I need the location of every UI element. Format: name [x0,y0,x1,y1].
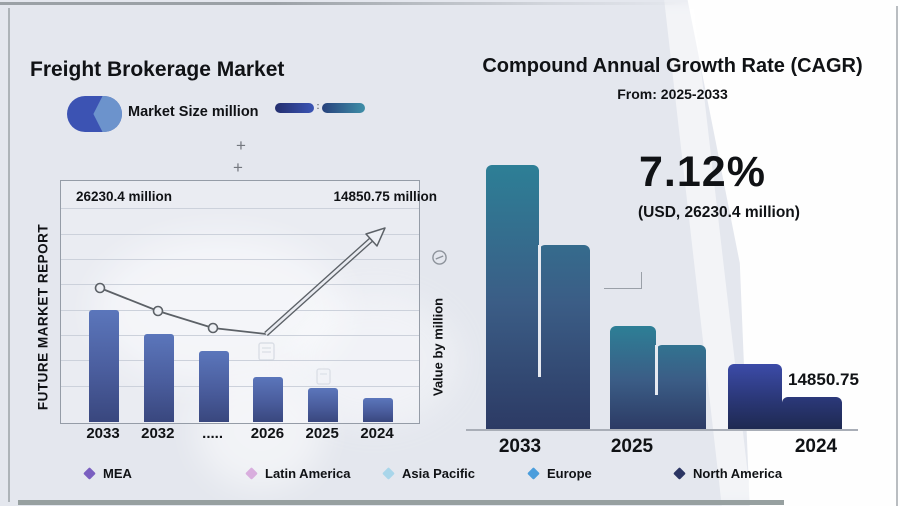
left-xlabel-2024: 2024 [360,425,394,442]
market-size-chart-panel: 26230.4 million 14850.75 million [60,180,437,424]
bar-pair-notch [654,345,658,395]
right-chart-subtitle: From: 2025-2033 [617,86,728,102]
minus-circle-icon [432,250,447,265]
legend-diamond-icon [673,467,686,480]
trend-marker [94,282,106,294]
right-bar-2025-2 [656,345,706,430]
legend-item-mea: MEA [83,466,132,481]
left-xlabel-2026: 2026 [250,425,285,442]
ratio-pill-teal [322,103,365,113]
value-label-2033: 26230.4 million [76,189,173,204]
legend-diamond-icon [245,467,258,480]
right-xlabel-2025: 2025 [610,436,654,457]
y-axis-label: Value by million [430,297,446,397]
step-line-decoration [604,272,642,289]
right-xlabel-2024: 2024 [794,436,838,457]
left-x-axis-labels: 2033 2032..... 2026 2025 2024 [86,425,418,445]
cagr-value: 7.12% [639,148,766,196]
gridline [61,386,419,387]
frame-bottom-line [18,500,784,505]
trend-overlay [94,227,386,337]
end-value-label: 14850.75 [788,370,859,389]
value-label-2024: 14850.75 million [333,189,437,204]
right-bar-2024-2 [782,397,842,430]
legend-label: Latin America [265,466,351,481]
left-bar-2026 [253,376,284,422]
gridline [61,335,419,336]
legend-diamond-icon [527,467,540,480]
plus-decoration: + [233,158,243,177]
left-xlabel-2032: 2032 [141,425,175,442]
right-bar-2024-1 [728,364,782,430]
left-xlabel-2033: 2033 [86,425,120,442]
legend-item-north-america: North America [673,466,783,481]
left-bar-2033 [89,309,119,422]
legend-label: MEA [103,466,132,481]
trend-arrow-shaft-inner [265,236,374,336]
ratio-separator: : [316,101,320,111]
gridline [61,284,419,285]
gridline [61,234,419,235]
left-bar-2032 [143,333,174,422]
left-xlabel-2025: 2025 [305,425,339,442]
frame-right-line [896,6,898,506]
gridline [61,360,419,361]
legend-label: North America [693,466,783,481]
capsule-facet [93,96,122,132]
legend-label: Asia Pacific [402,466,475,481]
cagr-basis: (USD, 26230.4 million) [638,204,800,221]
legend-item-latin-america: Latin America [245,466,351,481]
market-size-capsule-icon [67,96,122,132]
gridline [61,310,419,311]
legend-diamond-icon [83,467,96,480]
left-bars-layer [89,181,409,422]
right-bar-2033-2 [539,245,590,430]
left-bar-..... [198,350,229,422]
ratio-pill-blue [275,103,314,113]
trend-line [99,287,267,335]
legend-item-europe: Europe [527,466,592,481]
right-bar-2033-1 [486,165,539,430]
right-chart-title: Compound Annual Growth Rate (CAGR) [482,55,863,77]
gridline [61,259,419,260]
left-xlabel-.....: ..... [202,425,224,442]
legend-diamond-icon [382,467,395,480]
right-bar-2025-1 [610,326,656,430]
trend-marker [207,322,219,334]
right-xlabel-2033: 2033 [498,436,542,457]
legend-label: Europe [547,466,592,481]
frame-top-line [0,2,685,5]
gridline [61,208,419,209]
left-bar-2025 [308,387,339,422]
left-bar-2024 [363,397,393,422]
right-x-axis-line [466,429,858,431]
market-size-legend-label: Market Size million [128,104,259,120]
trend-arrow-head [365,227,386,247]
vertical-watermark-label: FUTURE MARKET REPORT [35,223,51,411]
legend-item-asia-pacific: Asia Pacific [382,466,475,481]
plus-decoration: + [236,136,246,155]
frame-left-line [8,8,10,502]
watermark-doc-icons [258,342,331,385]
trend-marker [152,305,164,317]
left-chart-title: Freight Brokerage Market [30,58,285,81]
bar-pair-notch [537,245,541,377]
